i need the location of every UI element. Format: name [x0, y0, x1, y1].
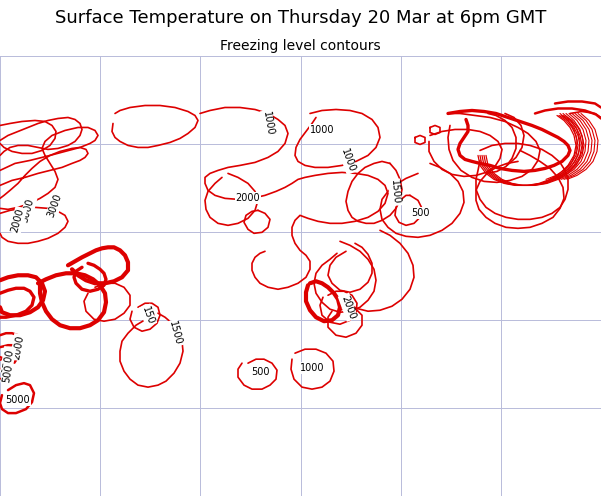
Text: 1500: 1500	[389, 180, 401, 205]
Text: 2000: 2000	[236, 193, 260, 203]
Text: 1000: 1000	[339, 147, 357, 174]
Text: 2000: 2000	[339, 294, 357, 320]
Text: 500: 500	[1, 363, 14, 383]
Text: Freezing level contours: Freezing level contours	[220, 39, 381, 53]
Text: 1000: 1000	[261, 111, 275, 136]
Text: 150: 150	[140, 305, 156, 326]
Text: 3000: 3000	[46, 192, 64, 219]
Text: 3000: 3000	[20, 197, 36, 224]
Text: 1000: 1000	[310, 125, 334, 135]
Text: 500: 500	[410, 208, 429, 218]
Text: 500: 500	[251, 367, 269, 377]
Text: 1500: 1500	[167, 320, 183, 346]
Text: 1500: 1500	[1, 347, 15, 373]
Text: 1000: 1000	[300, 363, 325, 373]
Text: 2000: 2000	[10, 207, 26, 234]
Text: Surface Temperature on Thursday 20 Mar at 6pm GMT: Surface Temperature on Thursday 20 Mar a…	[55, 9, 546, 27]
Text: 2000: 2000	[11, 334, 25, 360]
Text: 5000: 5000	[5, 395, 30, 405]
